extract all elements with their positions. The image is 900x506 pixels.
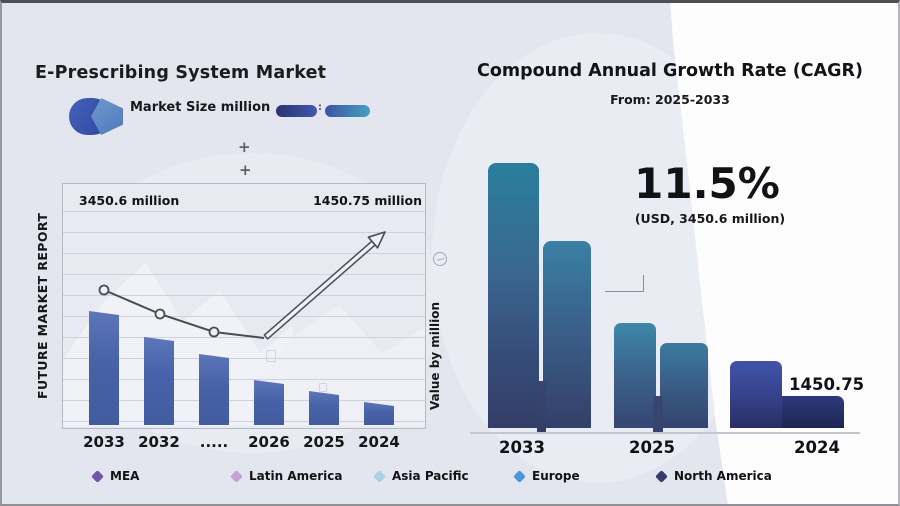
legend-item-asia-pacific: Asia Pacific — [373, 469, 469, 483]
cagr-bar-2024-right — [782, 396, 844, 428]
ratio-separator: : — [318, 102, 322, 113]
diamond-icon — [513, 469, 526, 483]
cagr-bar-2033-right — [543, 241, 591, 428]
bar-merge-patch — [653, 396, 663, 433]
diamond-icon — [373, 469, 386, 483]
x-label: 2024 — [794, 438, 840, 457]
x-axis-line — [470, 432, 860, 434]
side-watermark-label: FUTURE MARKET REPORT — [35, 212, 50, 400]
market-size-chart: 3450.6 million 1450.75 million — [62, 183, 426, 429]
bar-2025 — [309, 391, 339, 425]
legend-label: North America — [674, 469, 772, 483]
plus-mark: + — [238, 138, 251, 156]
legend-item-mea: MEA — [91, 469, 140, 483]
x-label: 2024 — [358, 433, 400, 451]
ratio-pill-teal — [325, 105, 370, 117]
x-label: 2033 — [499, 438, 545, 457]
cagr-bar-2024-left — [730, 361, 782, 428]
cagr-bar-2025-right — [660, 343, 708, 428]
legend-label: Latin America — [249, 469, 343, 483]
diamond-icon — [655, 469, 668, 483]
bar-2033 — [89, 311, 119, 425]
cylinder-icon — [69, 98, 123, 135]
start-value-label: 3450.6 million — [79, 193, 180, 208]
faint-clipboard-icon — [319, 383, 327, 392]
x-label: 2026 — [248, 433, 290, 451]
bar-merge-patch — [537, 381, 546, 433]
bar-2032 — [144, 337, 174, 425]
x-label: 2033 — [83, 433, 125, 451]
cagr-subtitle: From: 2025-2033 — [610, 92, 730, 107]
end-value-label: 1450.75 million — [313, 193, 422, 208]
diamond-icon — [230, 469, 243, 483]
cagr-bar-2025-left — [614, 323, 656, 428]
faint-clipboard-icon — [266, 350, 276, 362]
value-annotation: 1450.75 — [789, 375, 865, 394]
legend-item-north-america: North America — [655, 469, 772, 483]
plus-mark: + — [239, 161, 252, 179]
bar-2024 — [364, 402, 394, 425]
diamond-icon — [91, 469, 104, 483]
cagr-value: 11.5% — [634, 159, 780, 208]
cagr-bar-2033-left — [488, 163, 539, 428]
x-label: ..... — [199, 433, 229, 451]
bar-2026 — [254, 380, 284, 425]
legend-label: MEA — [110, 469, 140, 483]
legend-item-latin-america: Latin America — [230, 469, 343, 483]
corner-bracket-decoration — [605, 275, 644, 292]
value-axis-label: Value by million — [428, 301, 442, 411]
legend-label: Europe — [532, 469, 580, 483]
trend-line-and-arrow — [98, 231, 386, 340]
page-title: E-Prescribing System Market — [35, 63, 327, 83]
cagr-note: (USD, 3450.6 million) — [634, 211, 786, 226]
legend-item-europe: Europe — [513, 469, 580, 483]
ratio-pill-dark — [276, 105, 317, 117]
x-label: 2025 — [303, 433, 345, 451]
market-size-label: Market Size million — [130, 100, 271, 115]
bar-dots — [199, 354, 229, 425]
x-label: 2025 — [629, 438, 675, 457]
x-label: 2032 — [138, 433, 180, 451]
cagr-title: Compound Annual Growth Rate (CAGR) — [477, 61, 863, 81]
legend-label: Asia Pacific — [392, 469, 469, 483]
